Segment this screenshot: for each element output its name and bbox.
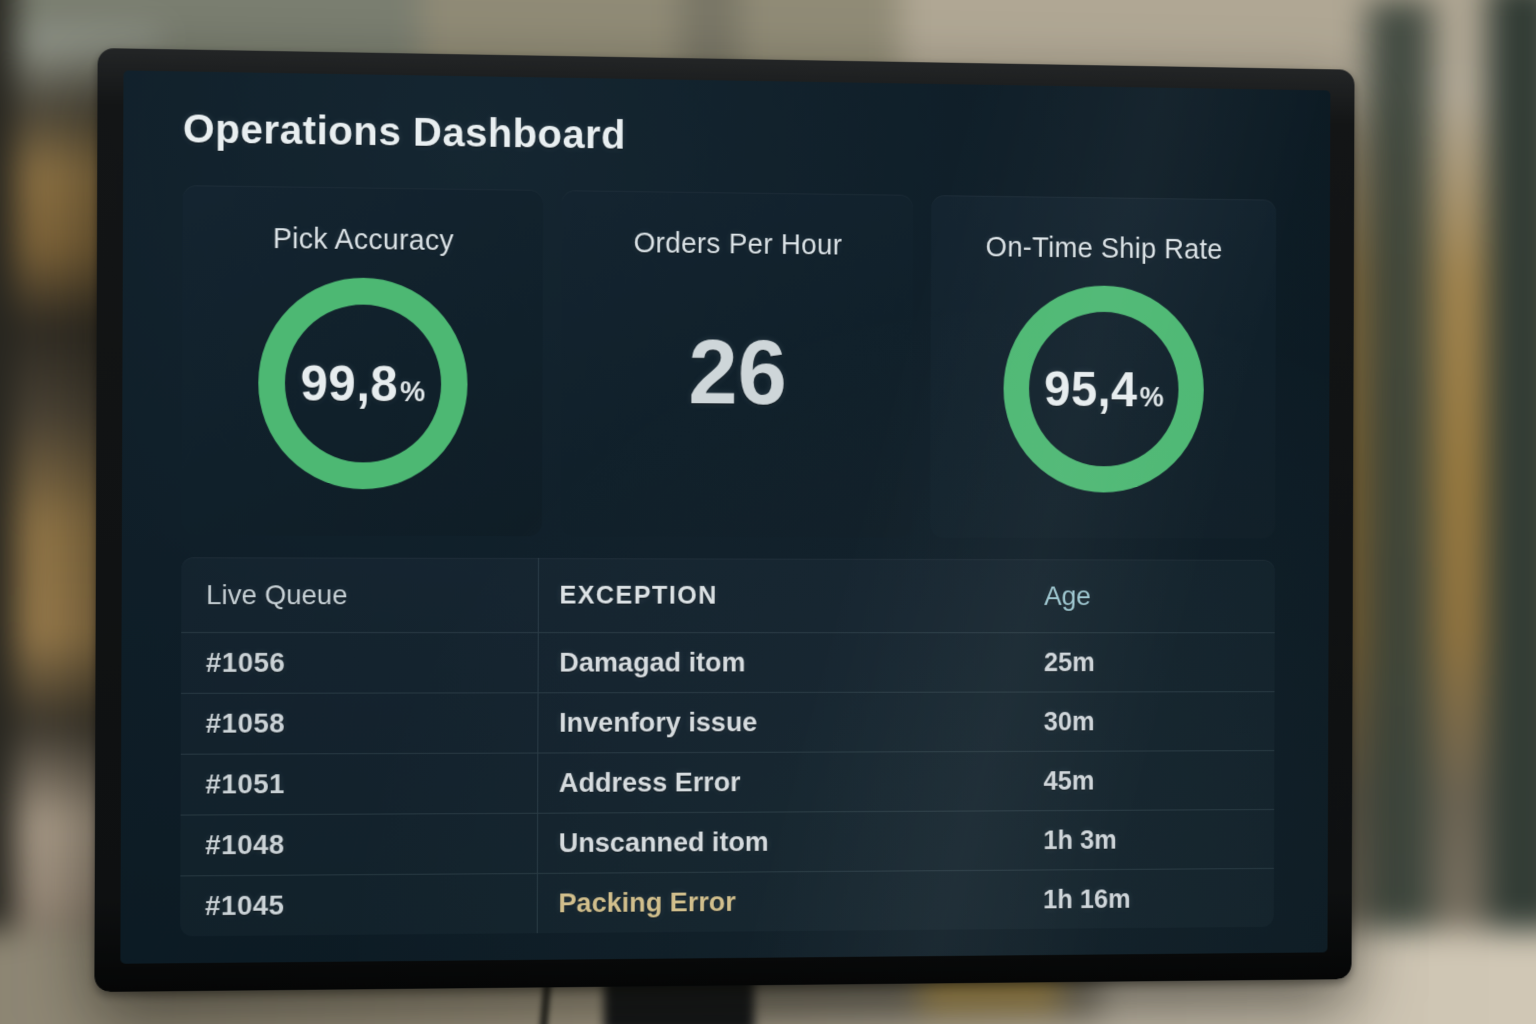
order-id: #1045 [180, 873, 539, 937]
kpi-value: 99,8 [300, 355, 399, 412]
shelf-left-post [0, 0, 15, 1024]
exception-label: Packing Error [558, 886, 736, 919]
kpi-value: 95,4 [1044, 361, 1138, 417]
column-header-age: Age [1043, 580, 1092, 611]
exception-label: Unscanned itom [558, 826, 769, 859]
dashboard-content: Operations Dashboard Pick Accuracy 99,8%… [120, 70, 1330, 963]
kpi-value: 26 [688, 322, 787, 424]
age-value: 1h 3m [1043, 824, 1117, 855]
monitor-bezel: Operations Dashboard Pick Accuracy 99,8%… [94, 48, 1355, 993]
order-id: #1058 [180, 693, 539, 754]
kpi-value-wrap: 95,4% [1044, 360, 1164, 417]
kpi-card-on-time-ship-rate: On-Time Ship Rate 95,4% [930, 195, 1277, 539]
table-row: #1045 Packing Error 1h 16m [180, 867, 1274, 937]
dashboard-screen: Operations Dashboard Pick Accuracy 99,8%… [120, 70, 1331, 964]
order-id: #1048 [180, 813, 539, 876]
kpi-card-row: Pick Accuracy 99,8% Orders Per Hour 26 O… [181, 185, 1277, 539]
kpi-unit: % [1139, 381, 1164, 413]
column-header-exception: EXCEPTION [559, 579, 718, 610]
table-row: #1051 Address Error 45m [180, 750, 1275, 815]
live-queue-table: Live Queue EXCEPTION Age #1056 Damagad i… [180, 557, 1275, 937]
exception-label: Damagad itom [559, 646, 746, 678]
age-value: 45m [1043, 765, 1095, 796]
table-row: #1056 Damagad itom 25m [180, 632, 1275, 693]
age-value: 25m [1043, 647, 1095, 677]
age-value: 1h 16m [1042, 883, 1131, 914]
table-row: #1058 Invenfory issue 30m [180, 691, 1275, 754]
kpi-label: Pick Accuracy [272, 223, 454, 258]
shelf-right-edge-post [1488, 0, 1536, 980]
shelf-right-post [1368, 0, 1432, 1000]
progress-ring: 95,4% [1003, 284, 1205, 493]
kpi-card-orders-per-hour: Orders Per Hour 26 [560, 190, 914, 538]
exception-label: Invenfory issue [558, 706, 758, 738]
exception-label: Address Error [558, 766, 741, 798]
progress-ring: 99,8% [257, 276, 468, 490]
order-id: #1051 [180, 753, 539, 815]
kpi-value-wrap: 99,8% [300, 354, 425, 412]
kpi-card-pick-accuracy: Pick Accuracy 99,8% [181, 185, 543, 537]
queue-table-body: #1056 Damagad itom 25m #1058 Invenfory i… [180, 632, 1275, 937]
kpi-unit: % [400, 375, 426, 408]
kpi-label: Orders Per Hour [633, 227, 843, 262]
age-value: 30m [1043, 706, 1095, 736]
column-header-live-queue: Live Queue [181, 557, 540, 633]
table-header-row: Live Queue EXCEPTION Age [181, 557, 1275, 633]
order-id: #1056 [180, 633, 539, 693]
page-title: Operations Dashboard [182, 105, 626, 158]
table-row: #1048 Unscanned itom 1h 3m [180, 808, 1275, 876]
kpi-label: On-Time Ship Rate [985, 231, 1223, 266]
